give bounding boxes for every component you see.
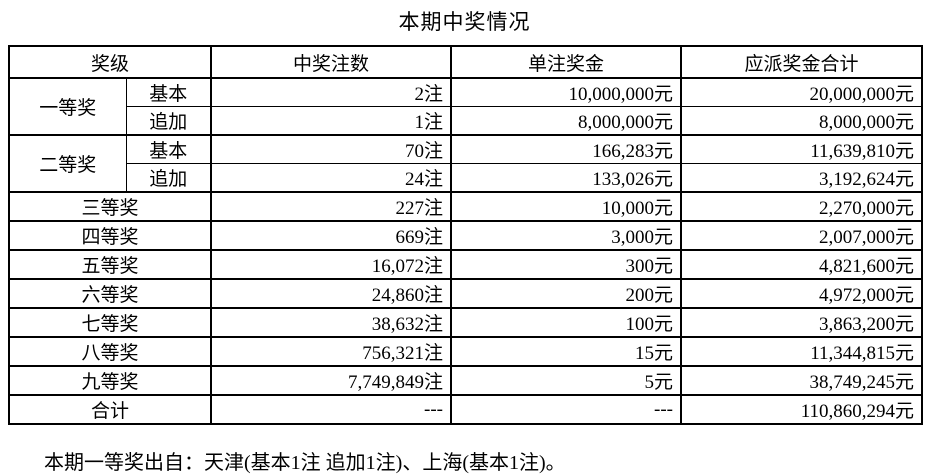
single-prize-cell: 10,000元 <box>450 191 682 222</box>
prize-level-cell: 八等奖 <box>8 336 212 367</box>
prize-type-cell: 追加 <box>125 106 212 136</box>
total-prize-cell: 8,000,000元 <box>680 106 923 136</box>
table-row: 九等奖 7,749,849注 5元 38,749,245元 <box>8 365 923 396</box>
single-prize-cell: 200元 <box>450 278 682 309</box>
table-row: 三等奖 227注 10,000元 2,270,000元 <box>8 191 923 222</box>
prize-type-cell: 基本 <box>125 134 212 164</box>
first-prize-origin-note: 本期一等奖出自：天津(基本1注 追加1注)、上海(基本1注)。 <box>44 452 566 474</box>
single-prize-cell: 166,283元 <box>450 134 682 164</box>
prize-level-cell: 合计 <box>8 394 212 425</box>
table-row: 二等奖 基本 70注 166,283元 11,639,810元 <box>8 134 923 193</box>
total-prize-cell: 11,344,815元 <box>680 336 923 367</box>
total-prize-cell: 38,749,245元 <box>680 365 923 396</box>
count-cell: 24注 <box>210 163 452 193</box>
count-cell: --- <box>210 394 452 425</box>
col-header-count: 中奖注数 <box>210 45 452 79</box>
col-header-single-prize: 单注奖金 <box>450 45 682 79</box>
single-prize-cell: 8,000,000元 <box>450 106 682 136</box>
total-prize-cell: 4,972,000元 <box>680 278 923 309</box>
table-row: 追加 24注 133,026元 3,192,624元 <box>9 163 923 193</box>
table-row-total: 合计 --- --- 110,860,294元 <box>8 394 923 425</box>
count-cell: 7,749,849注 <box>210 365 452 396</box>
prize-level-cell: 二等奖 <box>8 134 127 193</box>
prize-level-cell: 六等奖 <box>8 278 212 309</box>
prize-level-cell: 一等奖 <box>8 77 127 136</box>
total-prize-cell: 11,639,810元 <box>680 134 923 164</box>
count-cell: 2注 <box>210 77 452 107</box>
single-prize-cell: 3,000元 <box>450 220 682 251</box>
single-prize-cell: 15元 <box>450 336 682 367</box>
single-prize-cell: 10,000,000元 <box>450 77 682 107</box>
single-prize-cell: 133,026元 <box>450 163 682 193</box>
total-prize-cell: 4,821,600元 <box>680 249 923 280</box>
table-row: 八等奖 756,321注 15元 11,344,815元 <box>8 336 923 367</box>
table-row: 五等奖 16,072注 300元 4,821,600元 <box>8 249 923 280</box>
prize-type-cell: 追加 <box>125 163 212 193</box>
table-row: 六等奖 24,860注 200元 4,972,000元 <box>8 278 923 309</box>
table-row: 七等奖 38,632注 100元 3,863,200元 <box>8 307 923 338</box>
page-title: 本期中奖情况 <box>398 10 531 34</box>
total-prize-cell: 3,863,200元 <box>680 307 923 338</box>
total-prize-cell: 20,000,000元 <box>680 77 923 107</box>
prize-table: 奖级 中奖注数 单注奖金 应派奖金合计 一等奖 基本 2注 10,000,000… <box>8 45 923 425</box>
count-cell: 38,632注 <box>210 307 452 338</box>
count-cell: 756,321注 <box>210 336 452 367</box>
total-prize-cell: 110,860,294元 <box>680 394 923 425</box>
table-header-row: 奖级 中奖注数 单注奖金 应派奖金合计 <box>8 45 923 79</box>
prize-level-cell: 四等奖 <box>8 220 212 251</box>
col-header-prize-level: 奖级 <box>8 45 212 79</box>
single-prize-cell: 300元 <box>450 249 682 280</box>
count-cell: 227注 <box>210 191 452 222</box>
single-prize-cell: 100元 <box>450 307 682 338</box>
total-prize-cell: 2,007,000元 <box>680 220 923 251</box>
table-row: 一等奖 基本 2注 10,000,000元 20,000,000元 <box>8 77 923 136</box>
table-row: 四等奖 669注 3,000元 2,007,000元 <box>8 220 923 251</box>
total-prize-cell: 3,192,624元 <box>680 163 923 193</box>
count-cell: 70注 <box>210 134 452 164</box>
count-cell: 16,072注 <box>210 249 452 280</box>
count-cell: 24,860注 <box>210 278 452 309</box>
col-header-total-prize: 应派奖金合计 <box>680 45 923 79</box>
prize-level-cell: 五等奖 <box>8 249 212 280</box>
prize-level-cell: 九等奖 <box>8 365 212 396</box>
total-prize-cell: 2,270,000元 <box>680 191 923 222</box>
count-cell: 1注 <box>210 106 452 136</box>
count-cell: 669注 <box>210 220 452 251</box>
table-row: 追加 1注 8,000,000元 8,000,000元 <box>9 106 923 136</box>
prize-level-cell: 三等奖 <box>8 191 212 222</box>
prize-type-cell: 基本 <box>125 77 212 107</box>
single-prize-cell: --- <box>450 394 682 425</box>
prize-level-cell: 七等奖 <box>8 307 212 338</box>
single-prize-cell: 5元 <box>450 365 682 396</box>
